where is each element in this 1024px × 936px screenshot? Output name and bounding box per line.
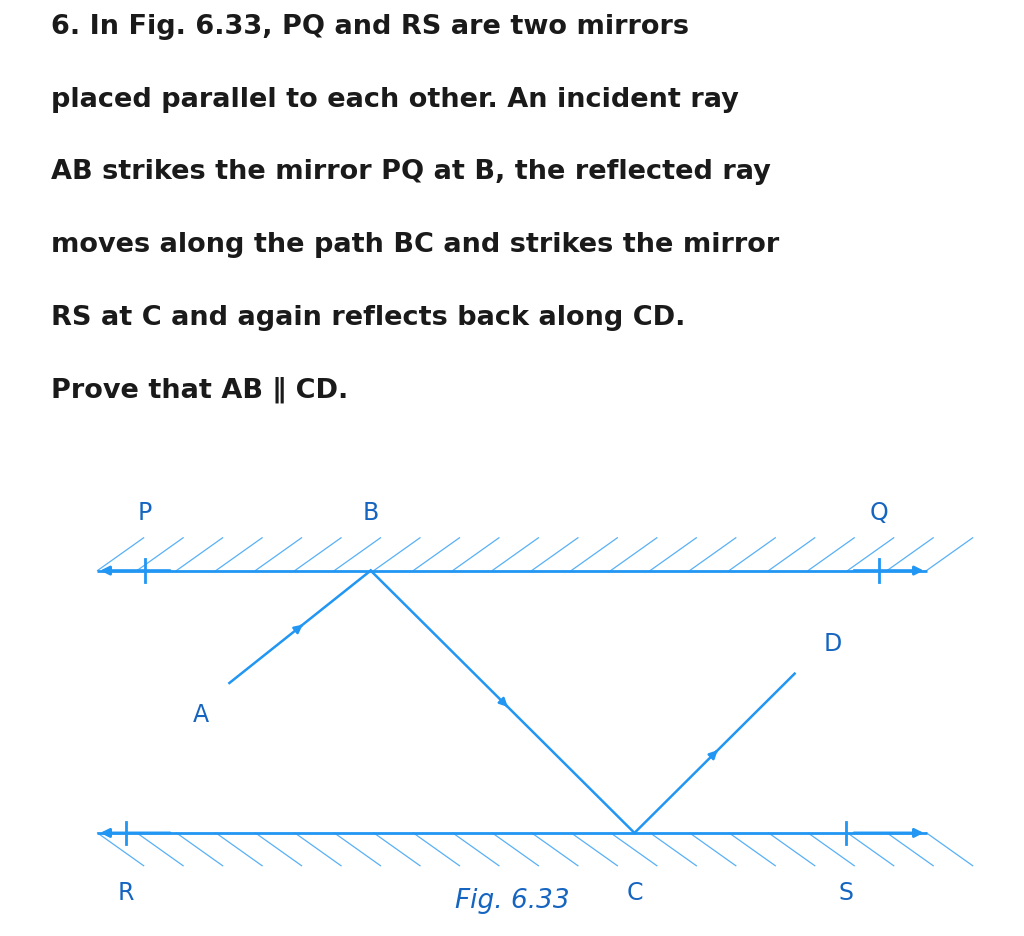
Text: placed parallel to each other. An incident ray: placed parallel to each other. An incide… xyxy=(51,87,739,112)
Text: B: B xyxy=(362,500,379,524)
Text: R: R xyxy=(118,880,134,904)
Text: C: C xyxy=(627,880,643,904)
Text: A: A xyxy=(194,702,209,726)
Text: moves along the path BC and strikes the mirror: moves along the path BC and strikes the … xyxy=(51,231,779,257)
Text: 6. In Fig. 6.33, PQ and RS are two mirrors: 6. In Fig. 6.33, PQ and RS are two mirro… xyxy=(51,14,689,40)
Text: Q: Q xyxy=(870,500,889,524)
Text: RS at C and again reflects back along CD.: RS at C and again reflects back along CD… xyxy=(51,304,686,330)
Text: D: D xyxy=(823,631,842,655)
Text: P: P xyxy=(137,500,152,524)
Text: Prove that AB ∥ CD.: Prove that AB ∥ CD. xyxy=(51,377,348,403)
Text: S: S xyxy=(839,880,854,904)
Text: Fig. 6.33: Fig. 6.33 xyxy=(455,886,569,913)
Text: AB strikes the mirror PQ at B, the reflected ray: AB strikes the mirror PQ at B, the refle… xyxy=(51,159,771,185)
